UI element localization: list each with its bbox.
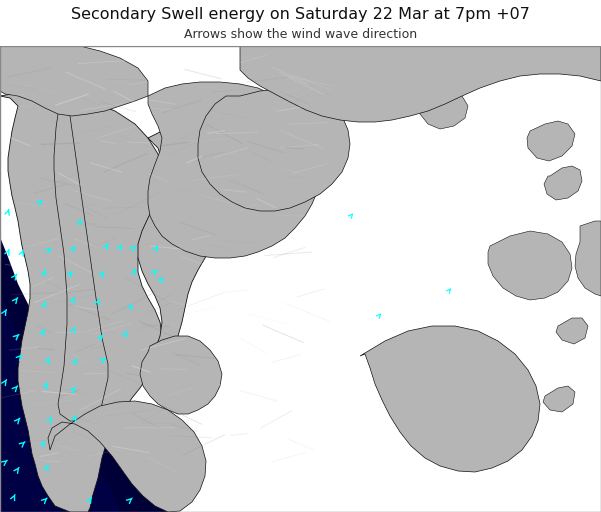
Polygon shape: [54, 106, 108, 421]
Polygon shape: [0, 46, 148, 116]
Polygon shape: [575, 221, 601, 296]
Polygon shape: [544, 166, 582, 200]
Polygon shape: [198, 89, 350, 211]
Polygon shape: [488, 231, 572, 300]
Polygon shape: [360, 326, 540, 472]
Polygon shape: [140, 336, 222, 414]
Polygon shape: [138, 128, 225, 376]
Polygon shape: [0, 91, 165, 512]
Polygon shape: [556, 318, 588, 344]
Polygon shape: [527, 121, 575, 161]
Polygon shape: [0, 237, 170, 512]
Polygon shape: [418, 92, 468, 129]
Text: Secondary Swell energy on Saturday 22 Mar at 7pm +07: Secondary Swell energy on Saturday 22 Ma…: [71, 7, 530, 22]
Polygon shape: [48, 401, 206, 512]
Text: Arrows show the wind wave direction: Arrows show the wind wave direction: [184, 28, 417, 41]
Polygon shape: [240, 46, 601, 122]
Polygon shape: [543, 386, 575, 412]
Polygon shape: [0, 292, 120, 512]
Polygon shape: [148, 82, 322, 258]
